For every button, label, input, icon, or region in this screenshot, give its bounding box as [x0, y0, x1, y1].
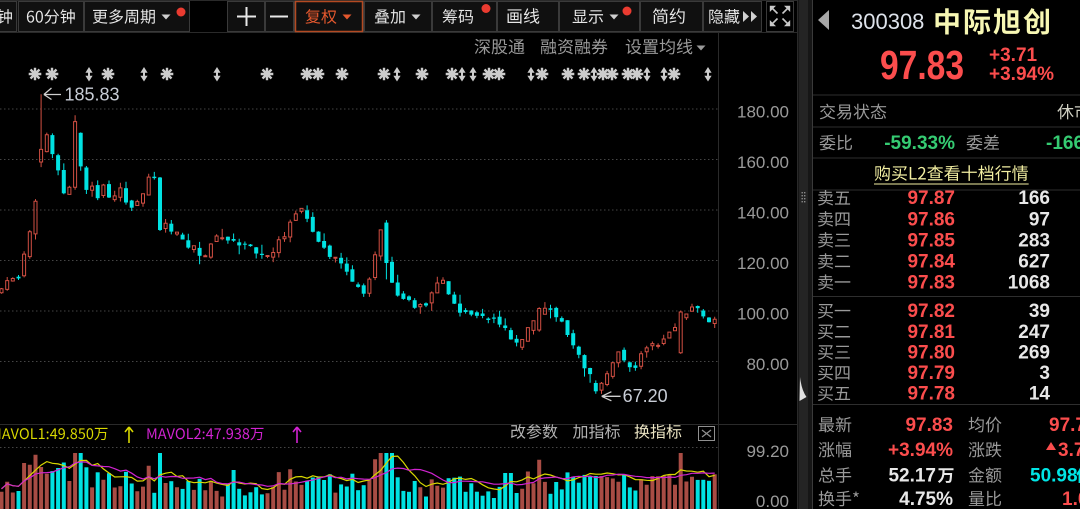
svg-text:1068: 1068 [1008, 273, 1050, 294]
svg-text:120.00: 120.00 [737, 254, 789, 273]
svg-text:97.80: 97.80 [907, 342, 955, 363]
svg-text:52.17: 52.17 [888, 466, 936, 487]
svg-text:50.98: 50.98 [1030, 466, 1078, 487]
svg-text:247: 247 [1018, 322, 1050, 343]
svg-text:97.76: 97.76 [1049, 415, 1080, 436]
svg-text:3: 3 [1039, 363, 1050, 384]
svg-text:14: 14 [1029, 384, 1051, 405]
svg-text:-59.33%: -59.33% [884, 133, 955, 154]
svg-text:3.71: 3.71 [1058, 440, 1080, 461]
svg-text:300308: 300308 [851, 9, 924, 34]
svg-text:97.78: 97.78 [907, 384, 955, 405]
svg-text:-1664: -1664 [1046, 133, 1080, 154]
svg-text:180.00: 180.00 [737, 103, 789, 122]
svg-text:97.87: 97.87 [907, 188, 955, 209]
svg-text:97: 97 [1029, 209, 1050, 230]
svg-text:97.84: 97.84 [907, 252, 955, 273]
svg-text:97.83: 97.83 [907, 273, 955, 294]
svg-text:269: 269 [1018, 342, 1050, 363]
svg-text:97.83: 97.83 [880, 42, 964, 88]
svg-text:1.06: 1.06 [1062, 489, 1080, 509]
svg-text:+3.94%: +3.94% [989, 64, 1054, 85]
svg-text:97.79: 97.79 [907, 363, 955, 384]
svg-text:100.00: 100.00 [737, 305, 789, 324]
svg-text:627: 627 [1018, 252, 1050, 273]
svg-text:+3.94%: +3.94% [888, 440, 953, 461]
svg-text:39: 39 [1029, 301, 1050, 322]
svg-text:+3.71: +3.71 [989, 45, 1038, 66]
svg-text:99.20: 99.20 [746, 442, 789, 461]
svg-text:140.00: 140.00 [737, 204, 789, 223]
svg-text:185.83: 185.83 [65, 85, 120, 105]
svg-text:97.81: 97.81 [907, 322, 955, 343]
svg-text:0.00: 0.00 [756, 492, 789, 509]
svg-text:4.75%: 4.75% [899, 489, 953, 509]
svg-text:97.85: 97.85 [907, 230, 955, 251]
svg-text:160.00: 160.00 [737, 153, 789, 172]
svg-text:67.20: 67.20 [623, 386, 668, 406]
svg-text:166: 166 [1018, 188, 1050, 209]
svg-text:97.86: 97.86 [907, 209, 955, 230]
svg-text:80.00: 80.00 [746, 355, 789, 374]
svg-text:97.82: 97.82 [907, 301, 955, 322]
svg-text:283: 283 [1018, 230, 1050, 251]
svg-text:97.83: 97.83 [905, 415, 953, 436]
